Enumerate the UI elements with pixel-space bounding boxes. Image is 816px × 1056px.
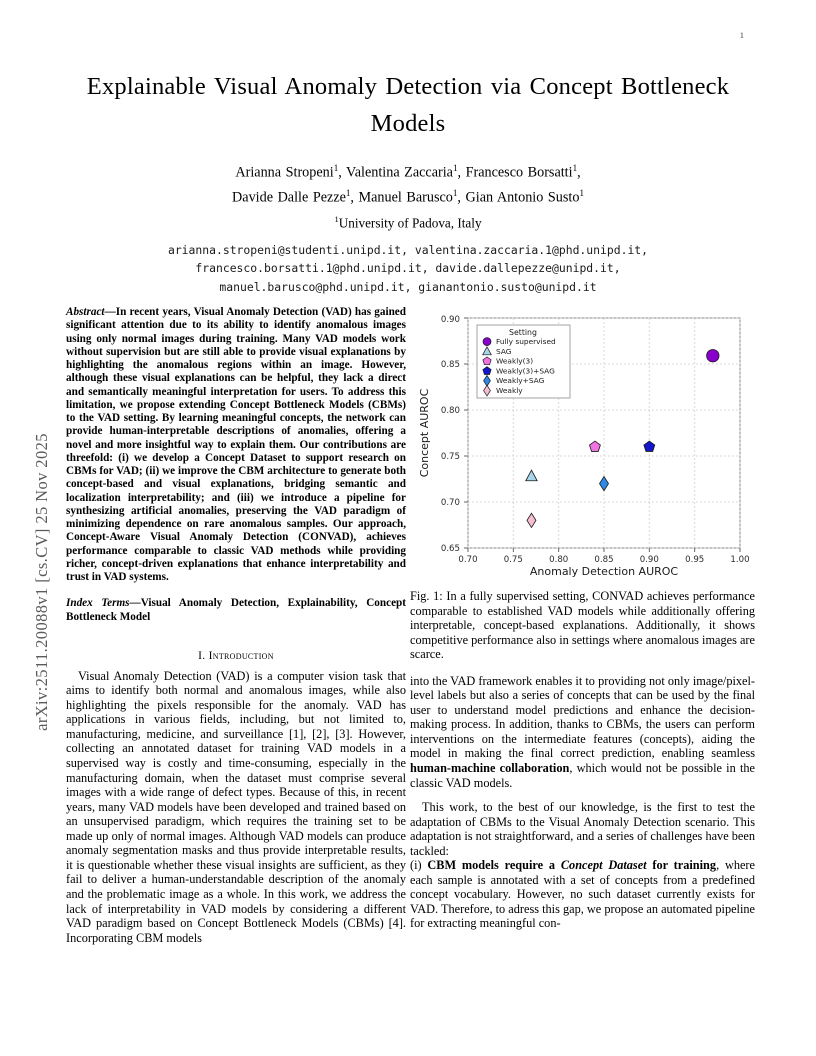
x-tick-3: 0.85 <box>594 555 613 565</box>
legend-marker-0 <box>482 337 492 346</box>
index-terms-dash: — <box>129 597 141 610</box>
data-point-weakly <box>526 512 537 529</box>
right-p3-bold1: CBM models require a <box>427 858 561 873</box>
data-point-weakly-3-sag <box>643 440 656 452</box>
author-list: Arianna Stropeni1, Valentina Zaccaria1, … <box>68 158 748 207</box>
figure-caption-text: In a fully supervised setting, CONVAD ac… <box>410 589 756 662</box>
data-point-group <box>525 349 720 529</box>
y-tick-4: 0.85 <box>441 360 460 370</box>
legend-marker-2 <box>482 356 492 366</box>
section-heading-introduction: I. Introduction <box>198 649 274 662</box>
legend-label-3: Weakly(3)+SAG <box>496 366 555 375</box>
email-line-3: manuel.barusco@phd.unipd.it, gianantonio… <box>219 279 597 294</box>
index-terms: Index Terms—Visual Anomaly Detection, Ex… <box>66 597 406 624</box>
y-tick-5: 0.90 <box>441 315 460 325</box>
figure-1: 0.65 0.70 0.75 0.80 0.85 0.90 Concept AU… <box>410 306 755 578</box>
legend-label-1: SAG <box>496 347 512 356</box>
affiliation: 1University of Padova, Italy <box>334 214 482 231</box>
y-tick-3: 0.80 <box>441 406 460 416</box>
x-tick-0: 0.70 <box>458 555 477 565</box>
legend-label-5: Weakly <box>496 386 523 395</box>
author-line-2: Davide Dalle Pezze1, Manuel Barusco1, Gi… <box>232 187 584 206</box>
legend-marker-5 <box>483 384 491 397</box>
legend-label-2: Weakly(3) <box>496 357 533 366</box>
abstract: Abstract—In recent years, Visual Anomaly… <box>66 306 406 584</box>
legend-marker-1 <box>482 346 492 356</box>
right-paragraph-1: into the VAD framework enables it to pro… <box>410 674 755 790</box>
title-block: Explainable Visual Anomaly Detection via… <box>68 68 748 296</box>
column-right: 0.65 0.70 0.75 0.80 0.85 0.90 Concept AU… <box>410 306 755 931</box>
index-terms-text: Visual Anomaly Detection, Explainability… <box>66 597 406 623</box>
page-number: 1 <box>739 30 744 40</box>
figure-caption: Fig. 1: In a fully supervised setting, C… <box>410 589 755 662</box>
right-paragraph-2: This work, to the best of our knowledge,… <box>410 800 755 858</box>
page-title: Explainable Visual Anomaly Detection via… <box>86 73 730 137</box>
x-tick-2: 0.80 <box>549 555 568 565</box>
email-list: arianna.stropeni@studenti.unipd.it, vale… <box>68 241 748 297</box>
email-line-1: arianna.stropeni@studenti.unipd.it, vale… <box>167 242 649 257</box>
x-tick-4: 0.90 <box>640 555 659 565</box>
chart-legend: Setting Fully supervisedSAGWeakly(3)Weak… <box>476 324 571 399</box>
intro-paragraph-1: Visual Anomaly Detection (VAD) is a comp… <box>66 668 406 945</box>
data-point-weakly-sag <box>599 475 609 492</box>
email-line-2: francesco.borsatti.1@phd.unipd.it, david… <box>195 261 621 276</box>
right-paragraph-3: (i) CBM models require a Concept Dataset… <box>410 858 755 931</box>
data-point-sag <box>525 469 538 482</box>
abstract-text: In recent years, Visual Anomaly Detectio… <box>66 306 406 583</box>
column-left: Abstract—In recent years, Visual Anomaly… <box>66 306 406 945</box>
y-tick-0: 0.65 <box>441 544 460 554</box>
abstract-dash: — <box>104 306 116 318</box>
legend-label-4: Weakly+SAG <box>496 376 545 385</box>
figure-caption-label: Fig. 1: <box>410 589 443 603</box>
x-tick-6: 1.00 <box>730 555 749 565</box>
y-tick-2: 0.75 <box>441 452 460 462</box>
abstract-label: Abstract <box>66 306 105 318</box>
x-axis: 0.70 0.75 0.80 0.85 0.90 0.95 1.00 Anoma… <box>458 548 750 578</box>
right-p3-bolditalic: Concept Dataset <box>560 858 647 873</box>
legend-title: Setting <box>509 328 537 337</box>
scatter-chart: 0.65 0.70 0.75 0.80 0.85 0.90 Concept AU… <box>418 315 750 578</box>
author-line-1: Arianna Stropeni1, Valentina Zaccaria1, … <box>235 163 581 181</box>
legend-marker-3 <box>482 366 492 375</box>
right-p1-bold: human-machine collaboration <box>410 761 570 776</box>
right-p3-rest: , where each sample is annotated with a … <box>410 858 755 931</box>
data-point-weakly-3 <box>589 440 601 452</box>
index-terms-label: Index Terms <box>66 597 130 610</box>
arxiv-stamp: arXiv:2511.20088v1 [cs.CV] 25 Nov 2025 <box>32 433 51 731</box>
right-p1-part2: , which would not be possible in the cla… <box>410 761 755 790</box>
x-tick-1: 0.75 <box>504 555 523 565</box>
x-axis-label: Anomaly Detection AUROC <box>530 565 679 578</box>
right-p3-bold2: for training <box>646 858 717 873</box>
right-p1-part1: into the VAD framework enables it to pro… <box>410 673 755 761</box>
y-tick-1: 0.70 <box>441 498 460 508</box>
legend-entries: Fully supervisedSAGWeakly(3)Weakly(3)+SA… <box>482 337 556 397</box>
y-axis: 0.65 0.70 0.75 0.80 0.85 0.90 Concept AU… <box>418 315 468 554</box>
data-point-fully-supervised <box>706 349 720 363</box>
y-axis-label: Concept AUROC <box>418 388 431 477</box>
x-tick-5: 0.95 <box>685 555 704 565</box>
legend-label-0: Fully supervised <box>496 337 556 346</box>
right-p3-prefix: (i) <box>410 858 428 873</box>
